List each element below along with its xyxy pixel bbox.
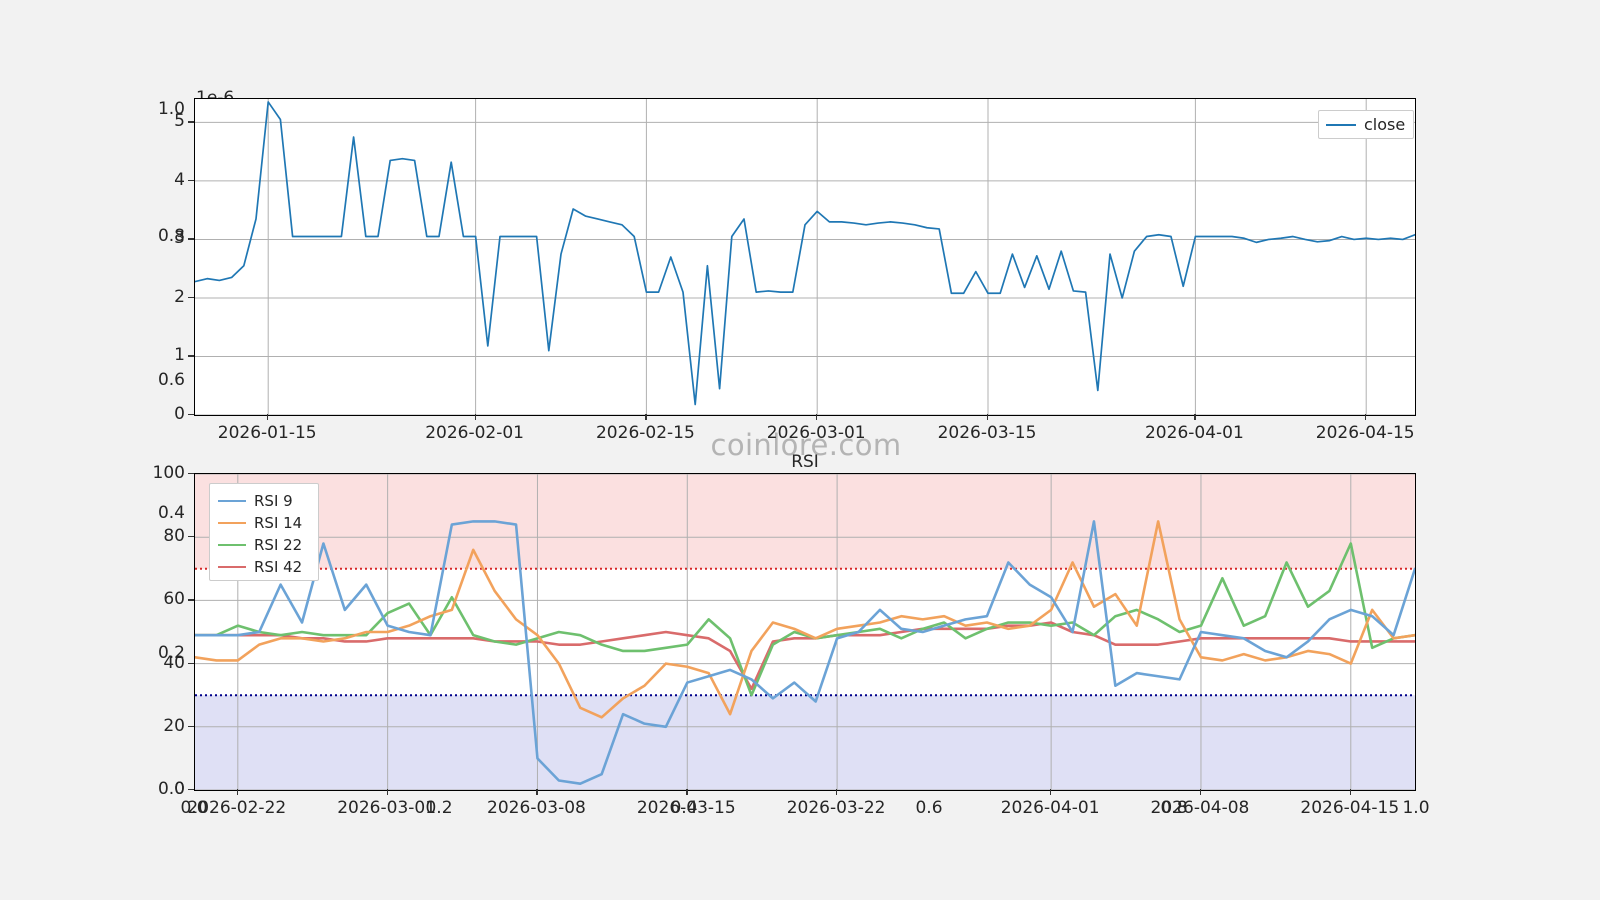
rsi-ytick-mark	[188, 599, 194, 601]
price-ytick-label: 3	[174, 228, 185, 249]
price-xtick-label: 2026-02-15	[595, 423, 695, 443]
rsi-xtick-mark	[536, 789, 538, 795]
rsi-xtick-overlay-label: 1.0	[1402, 798, 1430, 818]
price-xtick-mark	[474, 414, 476, 420]
price-ytick-mark	[188, 296, 194, 299]
rsi-ytick-label: 0	[174, 779, 185, 799]
price-ytick-overlay-label: 0.6	[157, 370, 185, 390]
rsi9-swatch	[218, 500, 246, 502]
rsi-ytick-mark	[188, 789, 194, 791]
watermark: coinlore.com	[710, 428, 902, 462]
rsi42-swatch	[218, 566, 246, 568]
price-xtick-label: 2026-03-15	[937, 423, 1037, 443]
price-xtick-label: 2026-01-15	[217, 423, 317, 443]
price-ytick-overlay-label: 0.8	[157, 226, 185, 246]
rsi-xtick-label: 2026-03-01	[337, 798, 437, 818]
price-plot-svg	[195, 99, 1415, 415]
rsi-legend-row: RSI 22	[218, 534, 310, 556]
rsi-chart-panel	[194, 473, 1416, 791]
rsi-ytick-label: 40	[163, 652, 185, 673]
rsi-ytick-overlay-label: 0.4	[157, 503, 185, 523]
price-ytick-mark	[188, 414, 194, 416]
rsi-ytick-mark	[188, 725, 194, 728]
rsi-xtick-mark	[1199, 789, 1202, 795]
price-ytick-mark	[188, 121, 194, 123]
rsi-ytick-overlay-label: 0.2	[157, 643, 185, 663]
price-ytick-label: 2	[174, 286, 185, 307]
rsi-ytick-label: 60	[163, 589, 185, 610]
rsi14-swatch	[218, 522, 246, 524]
rsi-xtick-mark	[686, 789, 688, 795]
rsi-xtick-label: 2026-03-08	[487, 798, 586, 818]
rsi-ytick-mark	[188, 536, 194, 538]
rsi-xtick-mark	[236, 789, 239, 795]
price-xtick-mark	[816, 414, 818, 420]
price-legend: close	[1318, 110, 1414, 139]
price-ytick-label: 0	[174, 404, 185, 424]
price-xtick-label: 2026-03-01	[766, 423, 866, 443]
price-xtick-label: 2026-02-01	[425, 423, 524, 443]
rsi-xtick-overlay-label: 0.2	[425, 798, 453, 818]
rsi-xtick-label: 2026-04-08	[1150, 798, 1250, 818]
price-xtick-label: 2026-04-15	[1315, 423, 1415, 443]
close-series-swatch	[1326, 123, 1356, 126]
rsi22-swatch	[218, 544, 246, 546]
rsi14-label: RSI 14	[254, 514, 303, 532]
rsi9-label: RSI 9	[254, 492, 293, 510]
price-xtick-mark	[987, 414, 989, 420]
rsi-legend-row: RSI 14	[218, 512, 310, 534]
rsi-xtick-mark	[386, 789, 388, 795]
rsi-legend-row: RSI 42	[218, 556, 310, 578]
price-ytick-mark	[188, 355, 194, 357]
rsi-xtick-label: 2026-03-22	[786, 798, 886, 818]
rsi-xtick-label: 2026-03-15	[636, 798, 736, 818]
rsi-xtick-overlay-label: 0.0	[180, 798, 208, 818]
rsi-ytick-overlay-label: 0.0	[157, 779, 185, 799]
rsi-ytick-label: 20	[163, 715, 185, 736]
rsi-plot-svg	[195, 474, 1415, 790]
price-xtick-mark	[645, 414, 647, 420]
price-ytick-label: 4	[174, 169, 185, 190]
price-xtick-mark	[1365, 414, 1367, 420]
rsi-ytick-label: 100	[152, 463, 185, 483]
rsi-xtick-label: 2026-04-01	[1000, 798, 1100, 818]
price-xtick-mark	[1194, 414, 1196, 420]
rsi-xtick-overlay-label: 0.8	[1160, 798, 1188, 818]
close-series-label: close	[1364, 115, 1406, 134]
price-ytick-mark	[188, 238, 194, 240]
rsi22-label: RSI 22	[254, 536, 303, 554]
price-ytick-overlay-label: 1.0	[157, 99, 185, 119]
price-xtick-mark	[267, 414, 269, 420]
price-ytick-label: 5	[174, 111, 185, 132]
price-ytick-mark	[188, 179, 194, 182]
rsi-xtick-overlay-label: 0.4	[670, 798, 698, 818]
rsi-legend: RSI 9 RSI 14 RSI 22 RSI 42	[209, 483, 319, 581]
price-ytick-label: 1	[174, 345, 185, 366]
rsi-ytick-mark	[188, 473, 194, 475]
rsi-xtick-label: 2026-04-15	[1300, 798, 1400, 818]
price-xtick-label: 2026-04-01	[1144, 423, 1244, 443]
rsi-xtick-mark	[836, 789, 838, 795]
rsi42-label: RSI 42	[254, 558, 303, 576]
rsi-chart-title: RSI	[791, 452, 819, 472]
rsi-ytick-label: 80	[163, 526, 185, 547]
rsi-xtick-label: 2026-02-22	[187, 798, 287, 818]
rsi-legend-row: RSI 9	[218, 490, 310, 512]
rsi-xtick-mark	[1050, 789, 1052, 795]
rsi-xtick-overlay-label: 0.6	[915, 798, 943, 818]
price-chart-panel	[194, 98, 1416, 416]
rsi-ytick-mark	[188, 662, 194, 664]
rsi-xtick-mark	[1349, 789, 1352, 795]
